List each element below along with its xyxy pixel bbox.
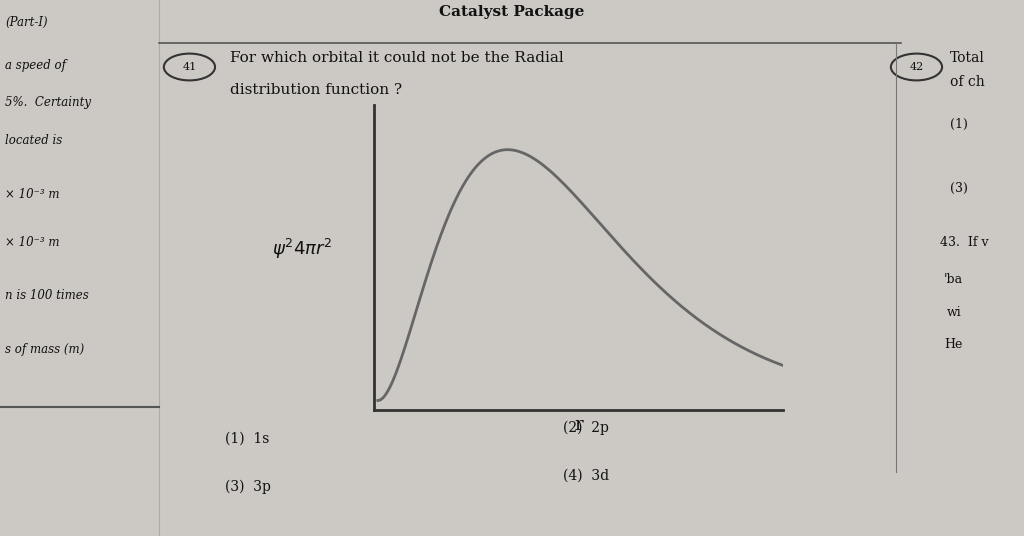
Text: Catalyst Package: Catalyst Package — [439, 5, 585, 19]
X-axis label: r: r — [574, 415, 583, 434]
Text: × 10⁻³ m: × 10⁻³ m — [5, 188, 59, 200]
Text: 42: 42 — [909, 62, 924, 72]
Text: Total: Total — [950, 51, 985, 65]
Text: 5%.  Certainty: 5%. Certainty — [5, 96, 91, 109]
Text: (2)  2p: (2) 2p — [563, 421, 609, 435]
Text: (4)  3d: (4) 3d — [563, 469, 609, 483]
Text: × 10⁻³ m: × 10⁻³ m — [5, 236, 59, 249]
Text: 41: 41 — [182, 62, 197, 72]
Text: located is: located is — [5, 134, 62, 147]
Text: s of mass (m): s of mass (m) — [5, 343, 84, 356]
Text: (3)  3p: (3) 3p — [225, 480, 271, 494]
Text: a speed of: a speed of — [5, 59, 67, 72]
Text: (1)  1s: (1) 1s — [225, 431, 269, 445]
Text: 'ba: 'ba — [944, 273, 964, 286]
Text: 43.  If v: 43. If v — [940, 236, 988, 249]
Text: of ch: of ch — [950, 75, 985, 89]
Text: wi: wi — [947, 306, 962, 318]
Text: n is 100 times: n is 100 times — [5, 289, 89, 302]
Text: (3): (3) — [950, 182, 968, 195]
Text: (1): (1) — [950, 118, 968, 131]
Text: For which orbital it could not be the Radial: For which orbital it could not be the Ra… — [230, 51, 564, 65]
Text: $\psi^2 4\pi r^2$: $\psi^2 4\pi r^2$ — [271, 237, 333, 261]
Text: (Part-I): (Part-I) — [5, 16, 48, 29]
Text: distribution function ?: distribution function ? — [230, 83, 402, 97]
Text: He: He — [944, 338, 963, 351]
